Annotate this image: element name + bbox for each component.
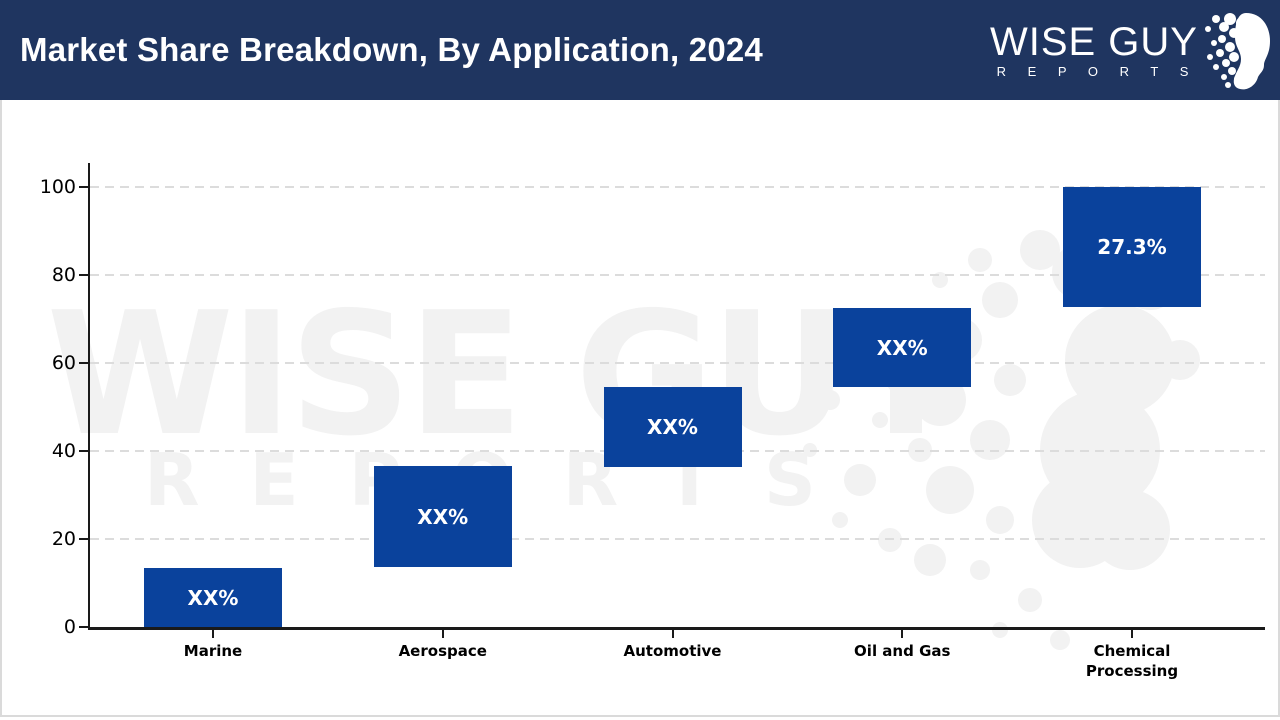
x-tick-mark-chemical-processing xyxy=(1131,630,1133,638)
logo-wordmark: WISE GUY xyxy=(989,19,1198,64)
x-tick-label-marine: Marine xyxy=(183,642,243,660)
x-tick-mark-aerospace xyxy=(441,630,444,638)
y-tick-label-0: 0 xyxy=(63,616,76,638)
x-tick-mark-automotive xyxy=(671,630,674,638)
bar-oil-and-gas: XX% xyxy=(833,308,972,388)
y-tick-mark-20 xyxy=(79,538,88,540)
plot-area: 0 20 40 60 80 100 XX% Marine XX% Aerospace XX% Auto… xyxy=(40,163,1265,680)
bar-value-label: XX% xyxy=(647,415,698,439)
watermark-wordmark: WISE GUY xyxy=(46,276,969,474)
bar-value-label: XX% xyxy=(876,335,928,360)
frame-border-left xyxy=(0,100,2,716)
x-tick-mark-marine xyxy=(212,630,214,638)
y-tick-mark-40 xyxy=(79,450,88,452)
gridline-100 xyxy=(90,186,1265,188)
frame-border-bottom xyxy=(0,715,1280,717)
x-tick-mark-oil-and-gas xyxy=(901,630,904,638)
y-tick-mark-0 xyxy=(79,626,88,628)
x-tick-label-aerospace: Aerospace xyxy=(398,642,487,660)
frame-border-right xyxy=(1278,100,1280,716)
gridline-60 xyxy=(90,362,1265,364)
bar-value-label: 27.3% xyxy=(1097,235,1167,260)
y-tick-mark-80 xyxy=(79,274,88,276)
bar-value-label: XX% xyxy=(417,504,469,529)
x-tick-label-automotive: Automotive xyxy=(623,642,722,660)
brand-logo: WISE GUY R E P O R T S xyxy=(990,7,1280,93)
gridline-20 xyxy=(90,538,1265,540)
y-tick-label-40: 40 xyxy=(51,440,76,462)
bar-aerospace: XX% xyxy=(373,465,512,568)
gridline-80 xyxy=(90,274,1265,276)
bar-value-label: XX% xyxy=(187,585,239,610)
y-tick-label-80: 80 xyxy=(51,264,76,286)
x-tick-label-oil-and-gas: Oil and Gas xyxy=(854,642,951,660)
logo-subtext: R E P O R T S xyxy=(996,63,1198,79)
x-tick-label-chemical-processing: Chemical Processing xyxy=(1085,642,1179,680)
bar-chemical-processing: 27.3% xyxy=(1063,187,1201,308)
y-tick-mark-100 xyxy=(79,186,88,188)
bar-marine: XX% xyxy=(144,568,282,627)
logo-face-dots-icon xyxy=(1205,13,1270,90)
chart-title: Market Share Breakdown, By Application, … xyxy=(20,31,763,68)
header-bar: Market Share Breakdown, By Application, … xyxy=(0,0,1280,100)
y-tick-label-20: 20 xyxy=(51,528,76,550)
y-tick-mark-60 xyxy=(79,362,88,364)
bar-automotive: XX% xyxy=(603,387,742,467)
y-tick-label-100: 100 xyxy=(39,176,76,198)
y-tick-label-60: 60 xyxy=(51,352,76,374)
